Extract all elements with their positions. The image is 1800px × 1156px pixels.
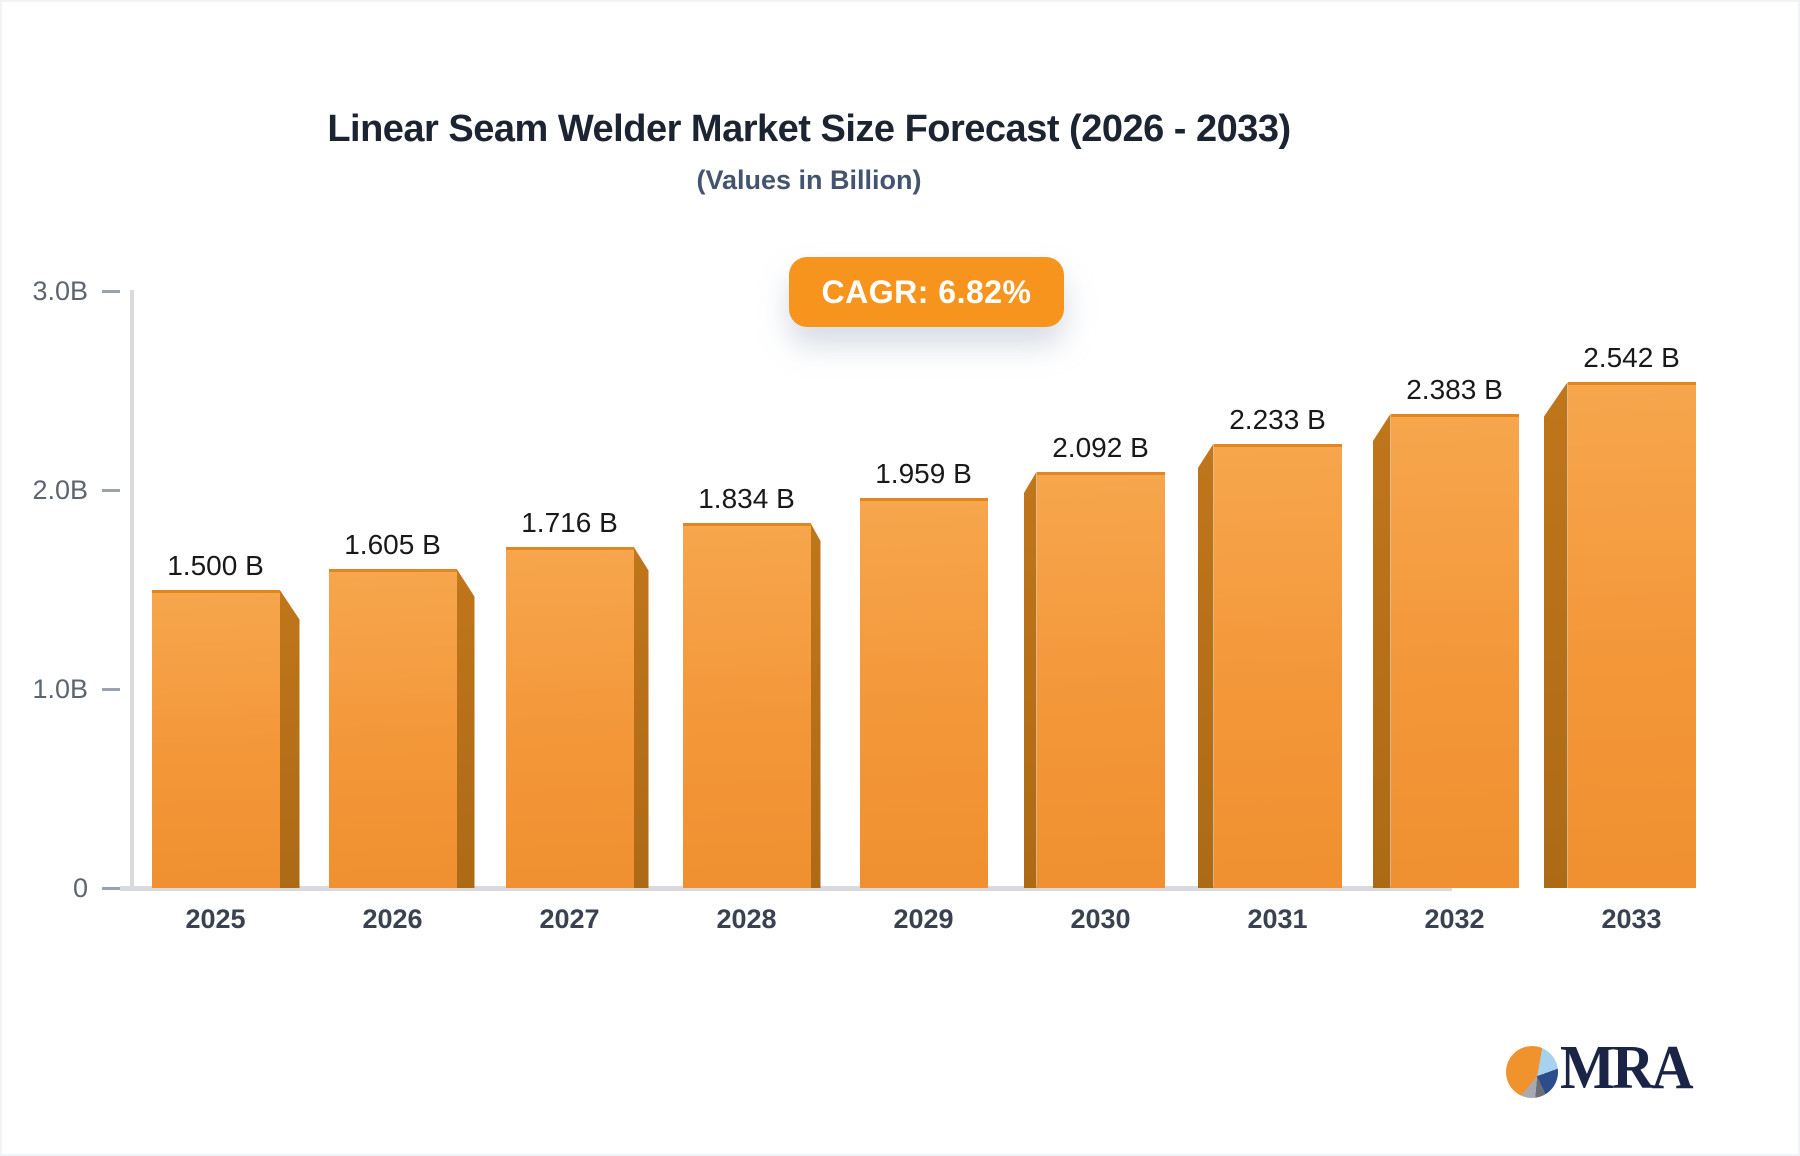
y-tick-2.0B xyxy=(102,488,120,492)
bar-value-2033: 2.542 B xyxy=(1583,342,1680,374)
x-axis-label-2030: 2030 xyxy=(1070,904,1131,934)
bar-side-2025 xyxy=(279,589,300,888)
bar-2031 xyxy=(1213,443,1342,888)
y-tick-label-3.0B: 3.0B xyxy=(32,275,88,306)
bar-value-2030: 2.092 B xyxy=(1052,431,1149,463)
bar-2025 xyxy=(151,589,280,888)
mra-logo: MRA xyxy=(1506,1034,1699,1102)
bar-value-2031: 2.233 B xyxy=(1229,403,1326,435)
x-axis-label-2025: 2025 xyxy=(185,904,246,934)
bar-side-2032 xyxy=(1372,413,1391,888)
bar-2027 xyxy=(505,546,634,888)
bar-2030 xyxy=(1036,471,1165,888)
bar-2028 xyxy=(682,523,811,888)
chart-subtitle: (Values in Billion) xyxy=(696,165,922,195)
bar-side-2030 xyxy=(1023,471,1037,888)
y-tick-3.0B xyxy=(102,289,120,293)
x-axis-label-2028: 2028 xyxy=(716,904,777,934)
y-tick-label-1.0B: 1.0B xyxy=(32,673,88,704)
bar-2029 xyxy=(859,498,988,888)
bar-side-2026 xyxy=(456,568,475,888)
chart-title: Linear Seam Welder Market Size Forecast … xyxy=(327,108,1291,150)
x-axis-line xyxy=(120,886,1452,891)
bar-side-2027 xyxy=(633,546,649,888)
bar-value-2025: 1.500 B xyxy=(167,549,264,581)
y-axis-line xyxy=(130,290,134,888)
bar-value-2029: 1.959 B xyxy=(875,458,972,490)
cagr-badge-label: CAGR: 6.82% xyxy=(821,273,1032,310)
bar-2032 xyxy=(1390,413,1519,888)
bar-side-2033 xyxy=(1543,382,1568,888)
bar-value-2028: 1.834 B xyxy=(698,483,795,515)
bar-2033 xyxy=(1567,382,1696,888)
x-axis-label-2026: 2026 xyxy=(362,904,423,934)
y-tick-label-2.0B: 2.0B xyxy=(32,474,88,505)
bar-value-2026: 1.605 B xyxy=(344,528,441,560)
x-axis-label-2032: 2032 xyxy=(1424,904,1485,934)
x-axis-label-2033: 2033 xyxy=(1601,904,1662,934)
x-axis-label-2031: 2031 xyxy=(1247,904,1308,934)
bar-side-2028 xyxy=(810,523,821,888)
bar-2026 xyxy=(328,568,457,888)
y-tick-0 xyxy=(102,886,120,890)
x-axis-label-2029: 2029 xyxy=(893,904,954,934)
cagr-badge: CAGR: 6.82% xyxy=(789,257,1064,327)
x-axis-label-2027: 2027 xyxy=(539,904,600,934)
pie-chart-logo-icon xyxy=(1506,1046,1558,1098)
y-tick-1.0B xyxy=(102,687,120,691)
bar-side-2031 xyxy=(1197,443,1214,888)
bar-value-2027: 1.716 B xyxy=(521,506,618,538)
y-tick-label-0: 0 xyxy=(72,872,88,903)
mra-logo-text: MRA xyxy=(1560,1034,1694,1102)
bar-value-2032: 2.383 B xyxy=(1406,373,1503,405)
